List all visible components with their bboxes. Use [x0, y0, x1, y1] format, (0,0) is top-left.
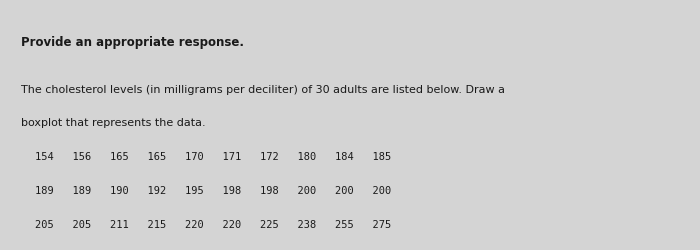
- Text: The cholesterol levels (in milligrams per deciliter) of 30 adults are listed bel: The cholesterol levels (in milligrams pe…: [21, 85, 505, 95]
- Text: 205   205   211   215   220   220   225   238   255   275: 205 205 211 215 220 220 225 238 255 275: [35, 220, 391, 230]
- Text: 154   156   165   165   170   171   172   180   184   185: 154 156 165 165 170 171 172 180 184 185: [35, 152, 391, 162]
- Text: 189   189   190   192   195   198   198   200   200   200: 189 189 190 192 195 198 198 200 200 200: [35, 186, 391, 196]
- Text: Provide an appropriate response.: Provide an appropriate response.: [21, 36, 244, 49]
- Text: boxplot that represents the data.: boxplot that represents the data.: [21, 118, 206, 128]
